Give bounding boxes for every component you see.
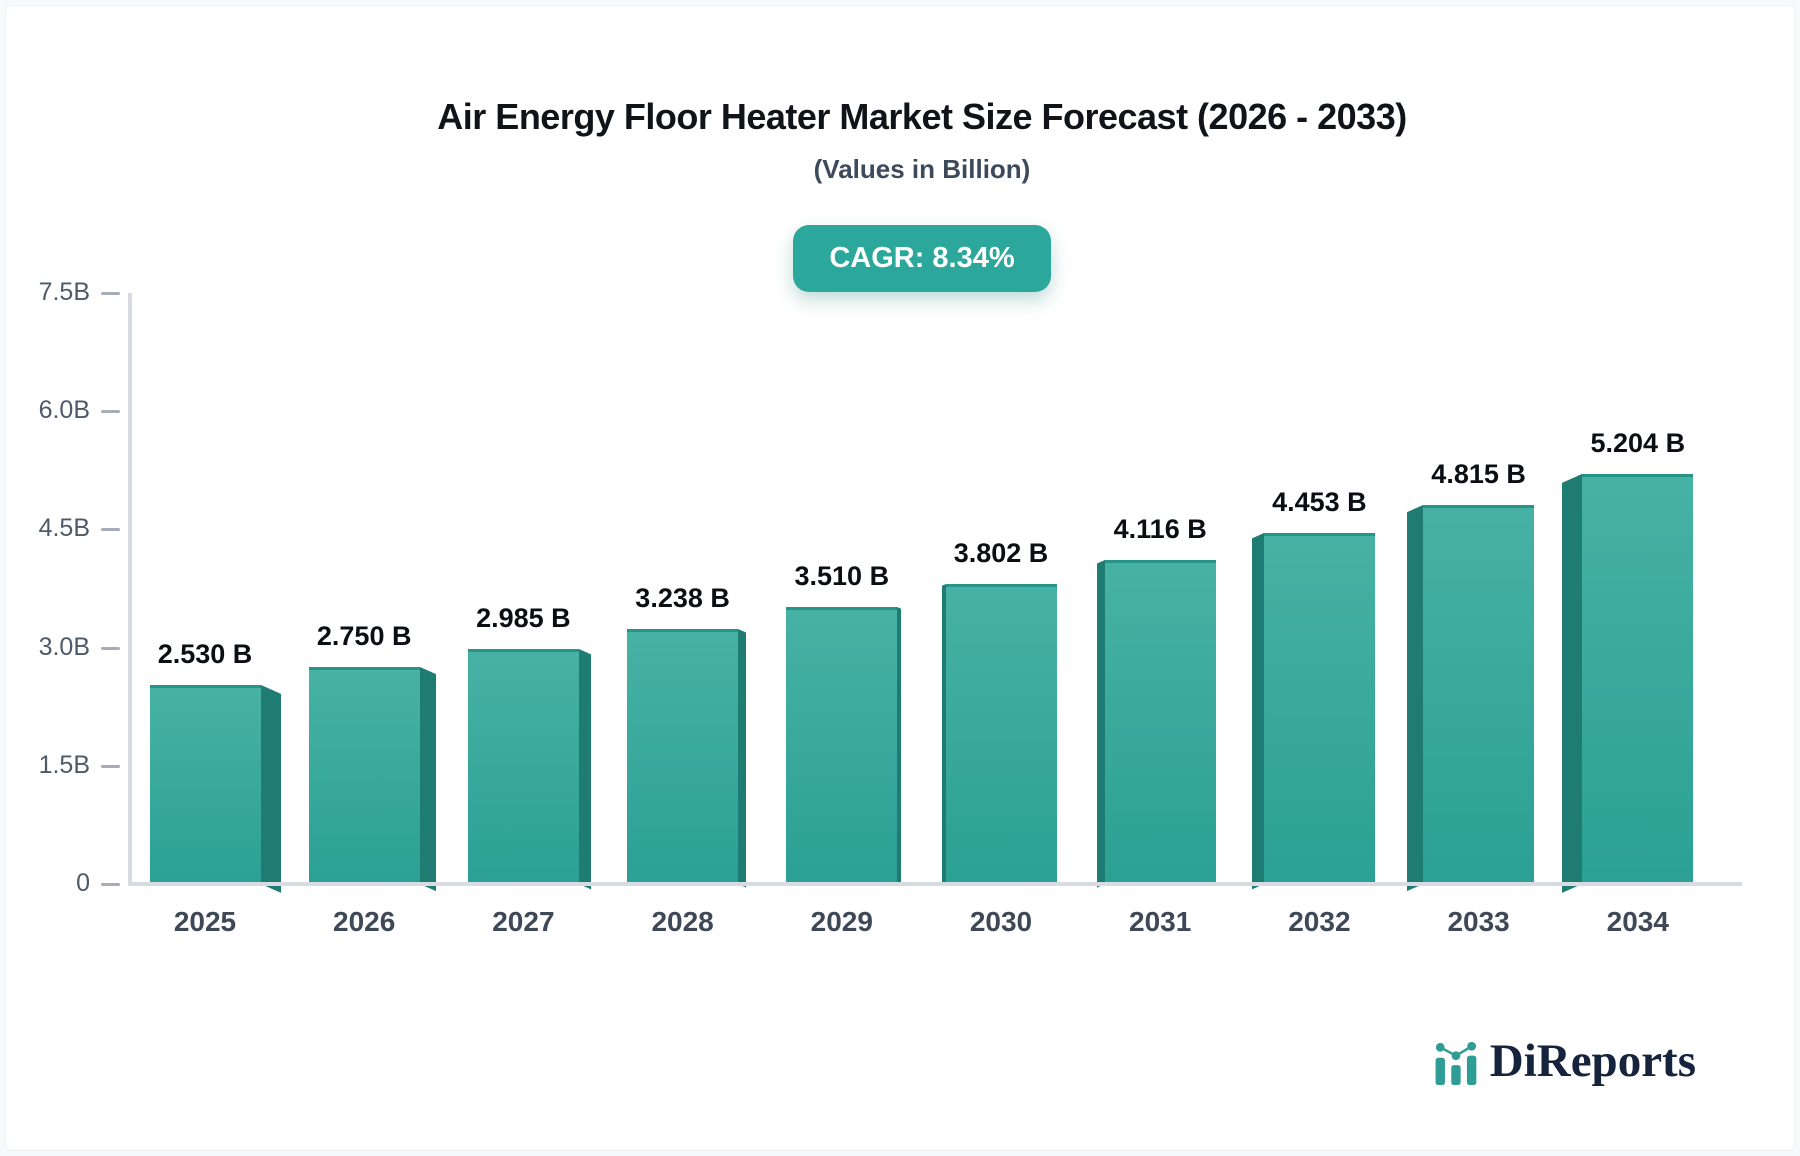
bar-2028 (627, 629, 738, 884)
direports-logo-icon (1435, 1041, 1477, 1085)
x-axis-label-2026: 2026 (333, 906, 396, 937)
y-tick-mark (101, 292, 120, 295)
y-tick-mark (101, 410, 120, 414)
bar-side-2033 (1407, 505, 1423, 892)
bar-value-label-2025: 2.530 B (157, 639, 253, 669)
brand-logo: DiReports (1434, 1038, 1696, 1085)
x-axis-label-2034: 2034 (1606, 906, 1669, 937)
bar-2032 (1264, 533, 1375, 884)
x-axis-label-2031: 2031 (1129, 906, 1192, 937)
y-tick-label-7.5B: 7.5B (38, 278, 90, 306)
bar-value-label-2030: 3.802 B (953, 538, 1049, 568)
y-tick-label-1.5B: 1.5B (38, 750, 90, 779)
chart-header: Air Energy Floor Heater Market Size Fore… (22, 0, 1800, 292)
bar-value-label-2027: 2.985 B (476, 603, 571, 633)
bar-value-label-2028: 3.238 B (635, 583, 730, 613)
x-axis-label-2027: 2027 (492, 906, 555, 937)
bar-side-2026 (420, 667, 436, 892)
y-tick-mark (101, 646, 120, 650)
bar-2034 (1582, 474, 1693, 884)
y-tick-mark (101, 764, 120, 768)
chart-subtitle: (Values in Billion) (813, 154, 1031, 184)
bar-side-2031 (1097, 560, 1105, 888)
cagr-badge: CAGR: 8.34% (793, 225, 1051, 292)
brand-name: DiReports (1489, 1035, 1696, 1087)
bar-side-2032 (1252, 533, 1264, 890)
bar-value-label-2034: 5.204 B (1590, 428, 1686, 458)
y-tick-label-4.5B: 4.5B (38, 514, 90, 543)
bar-side-2028 (738, 629, 746, 888)
bar-2033 (1423, 505, 1534, 884)
y-tick-mark (101, 883, 120, 886)
bar-2030 (946, 584, 1057, 884)
bar-value-label-2029: 3.510 B (794, 561, 890, 591)
bar-2029 (786, 607, 897, 884)
bar-value-label-2031: 4.116 B (1113, 514, 1207, 544)
x-axis-line (128, 882, 1742, 886)
bar-2027 (468, 649, 579, 884)
y-axis-line (128, 293, 132, 886)
bar-2025 (150, 685, 261, 884)
bar-side-2027 (579, 649, 591, 890)
bar-side-2034 (1562, 474, 1582, 893)
y-tick-label-3.0B: 3.0B (38, 632, 90, 661)
bar-2026 (309, 667, 420, 884)
bar-side-2025 (261, 685, 281, 893)
chart-title: Air Energy Floor Heater Market Size Fore… (437, 96, 1407, 137)
bar-side-2029 (897, 607, 901, 886)
y-tick-mark (101, 528, 120, 532)
y-tick-label-6.0B: 6.0B (38, 396, 90, 425)
bar-value-label-2026: 2.750 B (316, 621, 412, 651)
x-axis-label-2030: 2030 (969, 906, 1033, 937)
y-tick-label-0: 0 (76, 869, 90, 897)
bar-2031 (1105, 560, 1216, 884)
x-axis-label-2032: 2032 (1288, 906, 1351, 937)
bar-value-label-2032: 4.453 B (1272, 487, 1367, 517)
x-axis-label-2028: 2028 (651, 906, 714, 937)
x-axis-label-2025: 2025 (173, 906, 237, 937)
x-axis-label-2029: 2029 (810, 906, 873, 937)
bar-value-label-2033: 4.815 B (1431, 459, 1526, 489)
x-axis-label-2033: 2033 (1447, 906, 1510, 937)
